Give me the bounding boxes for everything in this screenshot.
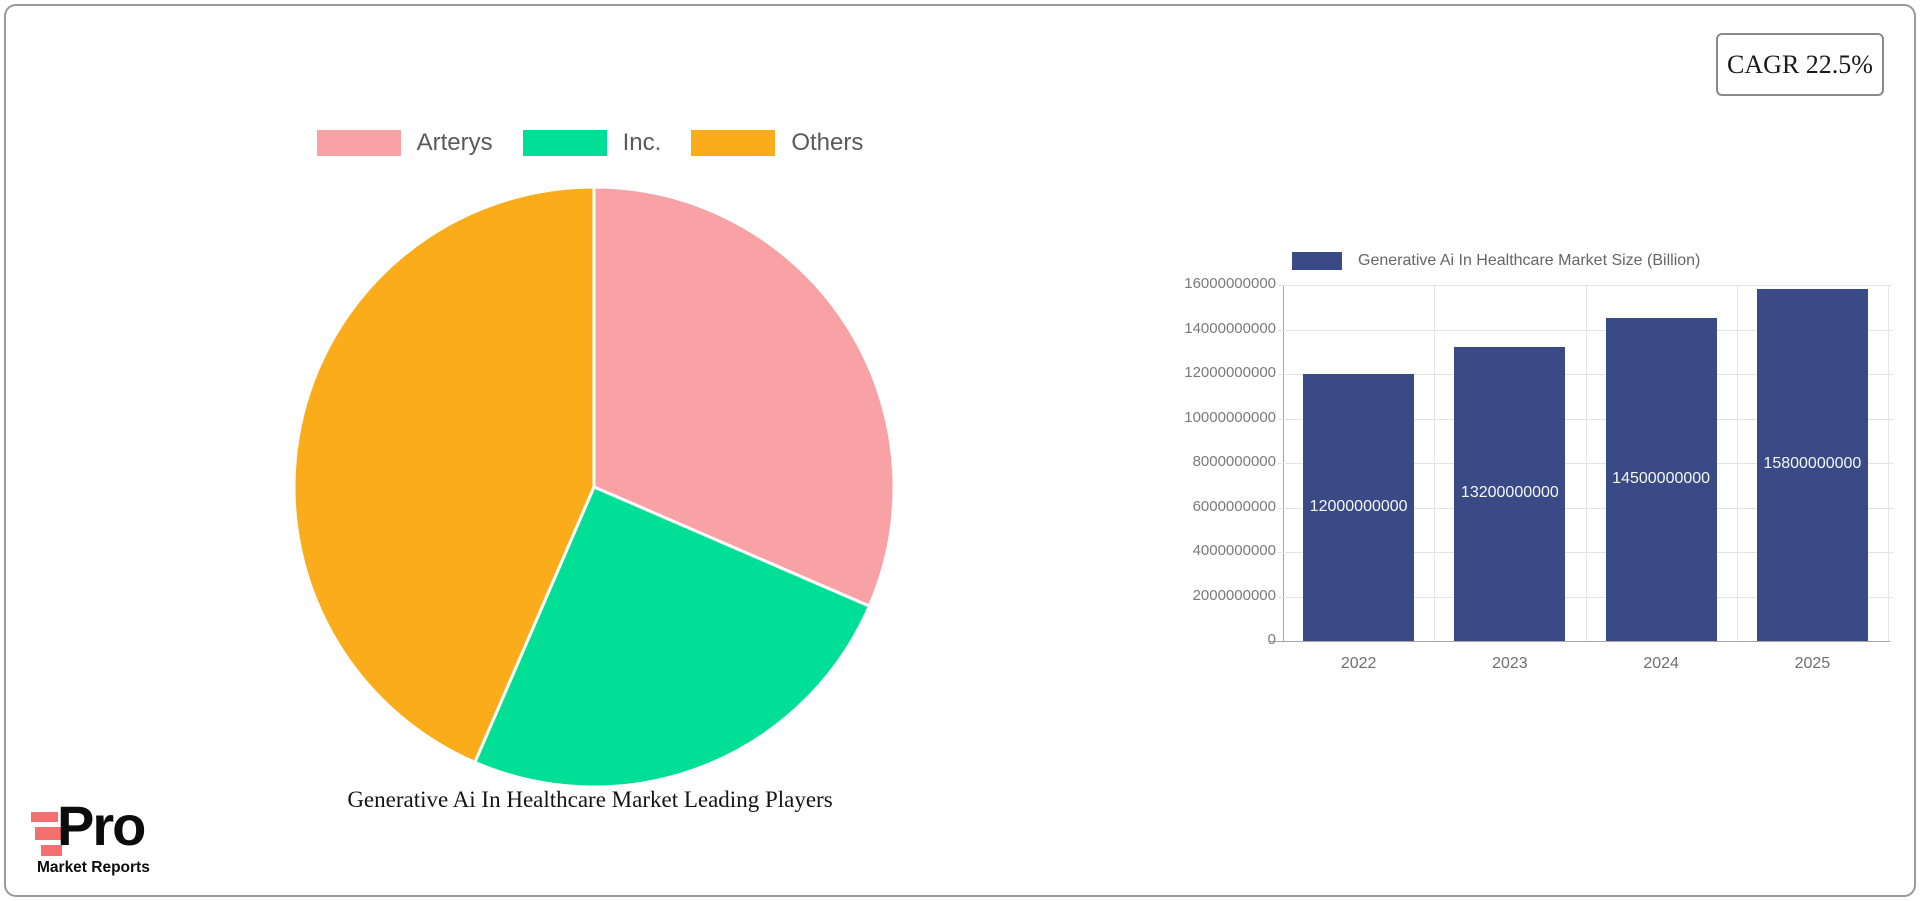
bar-chart-x-axis-line xyxy=(1270,641,1890,642)
bar-chart-y-tick-label: 16000000000 xyxy=(1184,275,1276,292)
logo-bar-icon xyxy=(35,827,63,840)
pie-legend-label: Arterys xyxy=(416,129,493,156)
pie-legend: Arterys Inc. Others xyxy=(0,129,1180,157)
bar-chart: Generative Ai In Healthcare Market Size … xyxy=(1100,252,1910,692)
pie-slice-arterys xyxy=(592,185,896,608)
bar-value-label: 14500000000 xyxy=(1612,469,1711,487)
bar-chart-x-tick-label: 2022 xyxy=(1340,655,1377,672)
bar-chart-y-tick-label: 10000000000 xyxy=(1184,408,1276,426)
logo-bar-icon xyxy=(31,812,58,822)
pie-chart-title: Generative Ai In Healthcare Market Leadi… xyxy=(347,787,833,812)
pie-legend-swatch xyxy=(691,130,776,156)
bar-chart-y-tick-label: 6000000000 xyxy=(1192,497,1276,515)
bar-chart-y-tick-label: 2000000000 xyxy=(1192,586,1276,604)
pie-legend-label: Inc. xyxy=(622,129,662,156)
pie-legend-item-inc-: Inc. xyxy=(522,129,662,157)
bar-chart-gridline xyxy=(1434,285,1436,641)
logo-bar-icon xyxy=(41,845,62,856)
pie-slice-others xyxy=(292,185,596,764)
logo-title: Pro xyxy=(57,794,146,857)
bar-legend-swatch xyxy=(1292,252,1342,270)
bar-chart-x-tick-label: 2024 xyxy=(1643,655,1679,672)
pie-legend-swatch xyxy=(316,130,401,156)
bar-value-label: 13200000000 xyxy=(1460,484,1559,502)
pro-market-reports-logo: Pro Market Reports xyxy=(28,794,198,890)
logo-subtitle: Market Reports xyxy=(37,859,150,876)
bar-value-label: 15800000000 xyxy=(1763,455,1862,473)
bar-chart-y-tick-label: 0 xyxy=(1267,631,1276,648)
bar-2025 xyxy=(1756,289,1868,641)
bar-chart-gridline xyxy=(1888,285,1889,641)
bar-chart-gridline xyxy=(1736,285,1738,641)
bar-chart-y-tick-label: 14000000000 xyxy=(1184,319,1276,337)
cagr-badge: CAGR 22.5% xyxy=(1716,33,1884,96)
bar-legend-label: Generative Ai In Healthcare Market Size … xyxy=(1358,252,1701,269)
bar-chart-legend: Generative Ai In Healthcare Market Size … xyxy=(1292,252,1700,270)
pie-legend-item-arterys: Arterys xyxy=(316,129,493,157)
pie-legend-label: Others xyxy=(791,129,864,156)
bar-chart-y-tick-label: 8000000000 xyxy=(1192,453,1276,470)
pie-slice-inc- xyxy=(473,485,871,789)
bar-2022 xyxy=(1303,374,1415,641)
bar-2023 xyxy=(1454,347,1566,641)
bar-value-label: 12000000000 xyxy=(1309,497,1408,515)
pie-chart xyxy=(292,185,896,789)
cagr-badge-label: CAGR 22.5% xyxy=(1727,49,1873,79)
bar-chart-gridline xyxy=(1585,285,1587,641)
bar-chart-y-tick-label: 4000000000 xyxy=(1192,542,1276,559)
pie-legend-item-others: Others xyxy=(691,129,863,157)
bar-chart-y-tick-label: 12000000000 xyxy=(1184,364,1276,381)
pie-legend-swatch xyxy=(522,130,607,156)
bar-2024 xyxy=(1605,318,1717,641)
bar-chart-x-tick-label: 2023 xyxy=(1492,655,1528,672)
bar-chart-x-tick-label: 2025 xyxy=(1794,655,1831,672)
